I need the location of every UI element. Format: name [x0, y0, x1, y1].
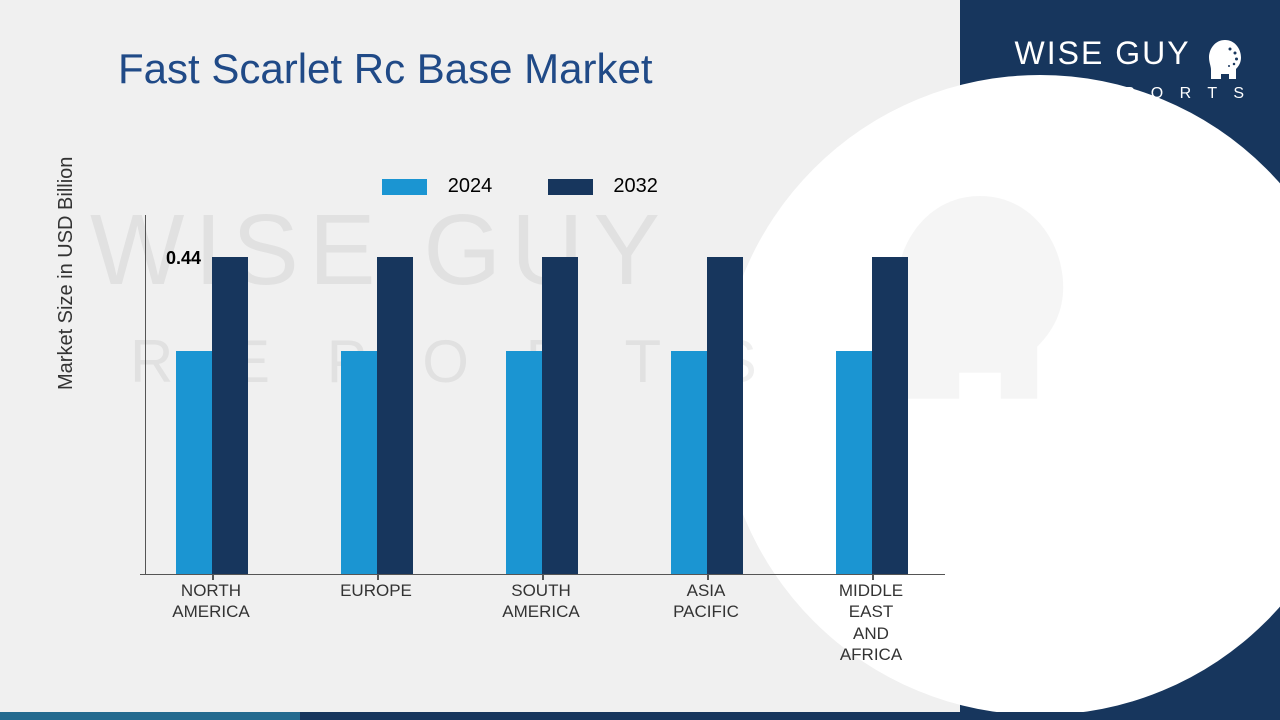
x-axis-label: SOUTHAMERICA	[481, 580, 601, 623]
bottom-accent	[0, 712, 300, 720]
x-axis-label: ASIAPACIFIC	[646, 580, 766, 623]
legend-swatch-2024	[382, 179, 427, 195]
y-tick	[140, 574, 146, 576]
bar	[212, 257, 248, 574]
legend-label-2032: 2032	[613, 175, 658, 197]
legend-label-2024: 2024	[448, 175, 493, 197]
legend-item-2024: 2024	[382, 175, 492, 198]
logo-sub-text: R E P O R T S	[1015, 85, 1250, 103]
chart: 2024 2032 0.44 NORTHAMERICAEUROPESOUTHAM…	[95, 175, 945, 585]
legend-item-2032: 2032	[548, 175, 658, 198]
bar	[377, 257, 413, 574]
plot-area: 0.44	[145, 215, 945, 575]
bar	[671, 351, 707, 574]
bar	[341, 351, 377, 574]
logo-head-icon	[1200, 35, 1250, 85]
bar	[506, 351, 542, 574]
y-axis-label: Market Size in USD Billion	[55, 157, 78, 390]
bar	[836, 351, 872, 574]
x-axis-label: MIDDLEEASTANDAFRICA	[811, 580, 931, 665]
bar	[872, 257, 908, 574]
x-axis-label: NORTHAMERICA	[151, 580, 271, 623]
bar-value-label: 0.44	[166, 248, 201, 269]
logo: WISE GUY R E P O R T S	[1015, 35, 1250, 103]
x-axis-label: EUROPE	[316, 580, 436, 601]
legend: 2024 2032	[95, 175, 945, 198]
bar	[542, 257, 578, 574]
chart-title: Fast Scarlet Rc Base Market	[118, 45, 653, 93]
legend-swatch-2032	[548, 179, 593, 195]
bar	[707, 257, 743, 574]
bar	[176, 351, 212, 574]
logo-main-text: WISE GUY	[1015, 35, 1191, 71]
